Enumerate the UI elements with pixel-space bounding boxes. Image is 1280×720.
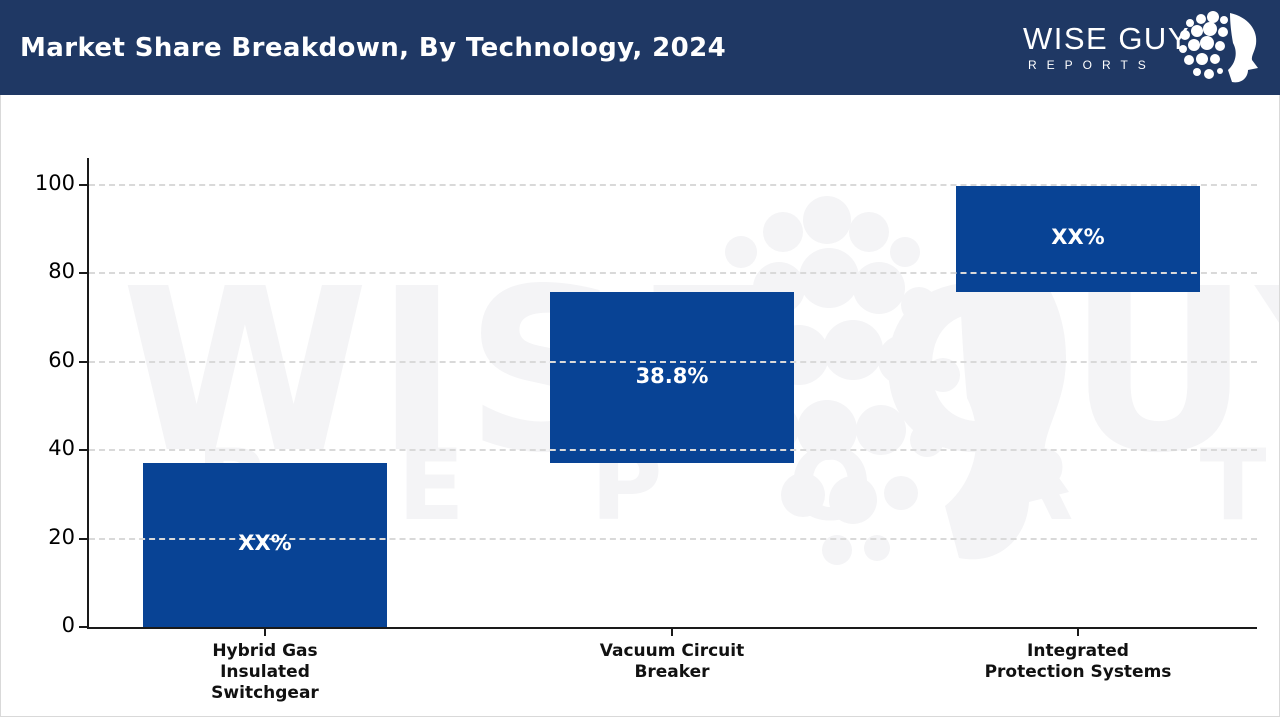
bar-value-label: XX%: [1051, 224, 1105, 249]
y-tick-label: 20: [48, 524, 75, 549]
y-tick-mark: [79, 184, 89, 186]
bar-value-label: XX%: [238, 531, 292, 556]
gridline: [89, 449, 1257, 452]
x-tick-label-line: Insulated: [220, 662, 310, 682]
x-axis-line: [87, 627, 1257, 629]
y-tick-label: 0: [61, 613, 75, 637]
logo-face-icon: [1179, 10, 1258, 82]
y-tick-label: 100: [34, 171, 75, 195]
logo-brand-subtitle: REPORTS: [1027, 57, 1156, 72]
x-tick-mark: [671, 629, 673, 636]
x-tick-label-line: Integrated: [1027, 641, 1129, 661]
brand-logo: WISE GUY REPORTS: [1023, 10, 1266, 86]
gridline: [89, 537, 1257, 540]
y-tick-mark: [79, 360, 89, 363]
y-tick-mark: [79, 537, 89, 540]
logo-brand-name: WISE GUY: [1022, 21, 1190, 57]
y-tick-mark: [79, 272, 89, 275]
chart-card: WISE GUY R E P O R T S 020406080100XX%Hy…: [0, 95, 1280, 717]
x-tick-label: Hybrid Gas Insulated Switchgear: [105, 641, 425, 704]
header: Market Share Breakdown, By Technology, 2…: [0, 0, 1280, 95]
bar: [143, 463, 387, 627]
y-tick-label: 40: [48, 436, 75, 461]
x-tick-label: Vacuum Circuit Breaker: [512, 641, 832, 683]
gridline: [89, 272, 1257, 275]
x-tick-label-line: Vacuum Circuit: [599, 641, 745, 661]
gridline: [89, 184, 1257, 186]
x-tick-mark: [264, 629, 266, 636]
bar: [550, 291, 794, 464]
y-tick-label: 80: [48, 259, 75, 284]
y-tick-label: 60: [48, 347, 75, 372]
x-tick-label-line: Breaker: [634, 662, 710, 682]
bar-value-label: 38.8%: [635, 363, 709, 388]
logo-wordmark: WISE GUY REPORTS: [1023, 23, 1190, 72]
y-tick-mark: [79, 449, 89, 452]
x-tick-label-line: Protection Systems: [984, 662, 1172, 682]
x-tick-label-line: Hybrid Gas: [212, 641, 318, 661]
x-tick-label: Integrated Protection Systems: [918, 641, 1238, 683]
y-tick-mark: [79, 626, 89, 628]
gridline: [89, 360, 1257, 363]
page-title: Market Share Breakdown, By Technology, 2…: [20, 32, 727, 63]
plot-area: 0 20 40 60 80 100 XX% Hybrid Gas Insulated Switch…: [1, 95, 1279, 716]
x-tick-mark: [1077, 629, 1079, 636]
y-axis-line: [87, 158, 89, 629]
x-tick-label-line: Switchgear: [211, 683, 319, 703]
